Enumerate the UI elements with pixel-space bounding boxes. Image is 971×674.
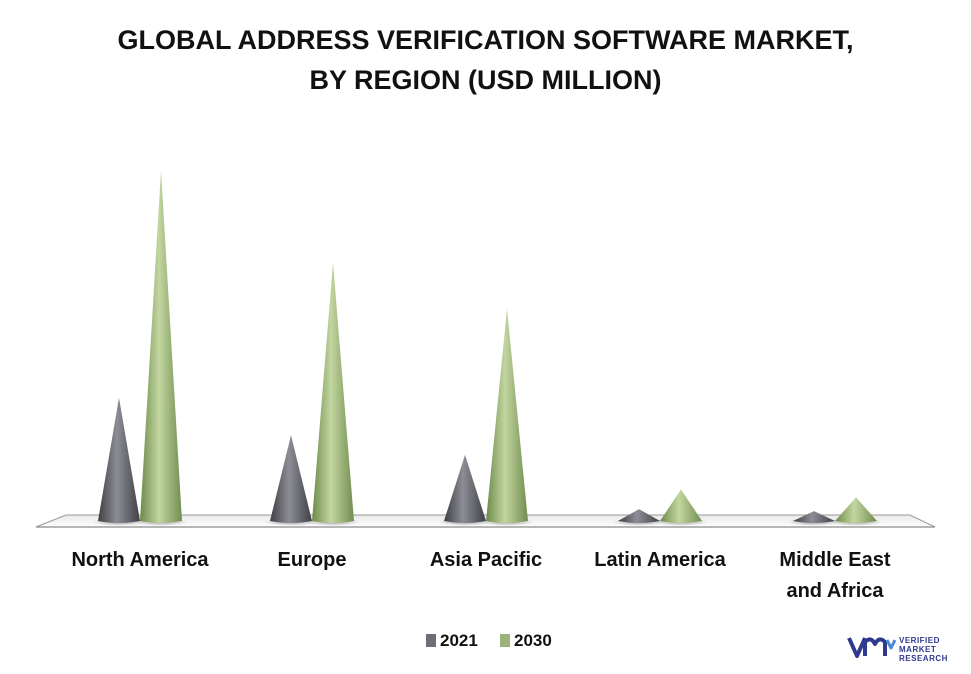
legend-swatch-2030	[500, 634, 510, 647]
cone-2030-3	[660, 489, 702, 523]
cone-2030-2	[486, 308, 528, 523]
legend-label-2021: 2021	[440, 631, 478, 650]
legend: 2021 2030	[426, 631, 552, 650]
cone-2021-0	[98, 397, 140, 523]
cone-2030-4	[835, 497, 877, 523]
category-label: North America	[71, 549, 209, 571]
legend-swatch-2021	[426, 634, 436, 647]
vmr-logo: VERIFIED MARKET RESEARCH	[847, 632, 959, 666]
category-label: Asia Pacific	[430, 549, 542, 571]
cone-2030-0	[140, 170, 182, 524]
chart-title-line-1: GLOBAL ADDRESS VERIFICATION SOFTWARE MAR…	[117, 25, 854, 55]
vmr-logo-icon	[847, 637, 897, 658]
cone-2021-3	[618, 509, 660, 523]
cone-2021-2	[444, 454, 486, 523]
vmr-logo-text: VERIFIED MARKET RESEARCH	[899, 636, 948, 663]
category-label: Europe	[278, 549, 347, 571]
category-label: Middle East and Africa	[779, 549, 890, 602]
cone-2021-1	[270, 435, 312, 523]
cone-2021-4	[793, 511, 835, 523]
legend-label-2030: 2030	[514, 631, 552, 650]
cone-2030-1	[312, 262, 354, 523]
chart-title-line-2: BY REGION (USD MILLION)	[309, 65, 662, 95]
chart-title: GLOBAL ADDRESS VERIFICATION SOFTWARE MAR…	[0, 20, 971, 100]
category-label: Latin America	[594, 549, 726, 571]
